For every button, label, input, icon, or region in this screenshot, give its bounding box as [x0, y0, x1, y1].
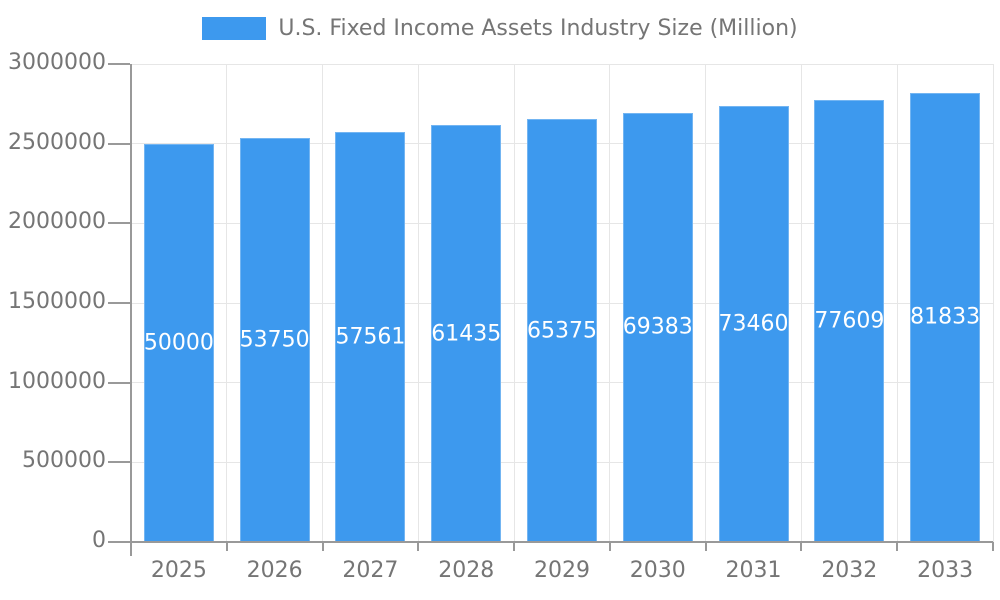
x-gridline: [992, 64, 994, 542]
x-tick-mark: [513, 542, 516, 551]
x-tick-mark: [608, 542, 611, 551]
y-tick-mark: [108, 142, 130, 145]
bar-value-label: 2776090: [814, 308, 885, 334]
bar-2027[interactable]: 2575610: [335, 131, 406, 542]
y-axis-label: 2500000: [8, 129, 106, 155]
y-tick-mark: [108, 63, 130, 65]
x-gridline: [513, 64, 515, 542]
bar-2032[interactable]: 2776090: [814, 99, 885, 542]
x-axis-label: 2028: [438, 558, 495, 583]
x-axis-label: 2026: [246, 558, 303, 583]
x-axis-label: 2025: [150, 558, 207, 583]
x-tick-mark: [417, 542, 420, 551]
y-axis-label: 0: [92, 528, 106, 553]
x-gridline: [800, 64, 802, 542]
bar-value-label: 2575610: [335, 324, 406, 350]
bar-value-label: 2734600: [718, 311, 789, 337]
legend-swatch: [202, 17, 267, 40]
y-gridline: [131, 63, 993, 65]
x-gridline: [705, 64, 707, 542]
y-tick-mark: [108, 461, 130, 464]
x-gridline: [609, 64, 611, 542]
y-axis-label: 2000000: [8, 209, 106, 235]
x-axis-label: 2030: [629, 558, 686, 583]
x-tick-mark: [800, 542, 803, 551]
bar-2026[interactable]: 2537500: [239, 137, 310, 542]
y-axis-line: [129, 64, 132, 556]
y-tick-mark: [108, 381, 130, 384]
y-axis-label: 500000: [22, 448, 106, 474]
y-tick-mark: [108, 302, 130, 304]
x-axis-label: 2029: [533, 558, 590, 583]
y-axis-label: 3000000: [8, 50, 106, 75]
x-tick-mark: [225, 542, 228, 551]
bar-value-label: 2537500: [239, 327, 310, 353]
y-axis-label: 1000000: [8, 368, 106, 394]
x-tick-mark: [321, 542, 324, 551]
x-axis-label: 2027: [342, 558, 399, 583]
chart-legend[interactable]: U.S. Fixed Income Assets Industry Size (…: [0, 16, 1000, 41]
bar-value-label: 2818330: [910, 304, 981, 330]
bar-2025[interactable]: 2500000: [143, 143, 214, 542]
x-gridline: [322, 64, 324, 542]
bar-value-label: 2693830: [622, 314, 693, 340]
bar-2033[interactable]: 2818330: [910, 92, 981, 542]
y-tick-mark: [108, 541, 130, 543]
x-tick-mark: [704, 542, 707, 551]
x-gridline: [226, 64, 228, 542]
bar-2029[interactable]: 2653750: [527, 119, 597, 542]
x-axis-label: 2031: [725, 558, 782, 583]
chart-title: U.S. Fixed Income Assets Industry Size (…: [278, 16, 798, 41]
y-axis-label: 1500000: [8, 289, 106, 314]
x-tick-mark: [896, 542, 899, 551]
bar-value-label: 2614350: [431, 321, 502, 347]
x-gridline: [417, 64, 419, 542]
x-tick-mark: [992, 542, 994, 551]
bar-value-label: 2500000: [143, 330, 214, 356]
x-axis-label: 2032: [821, 558, 878, 583]
bar-2028[interactable]: 2614350: [431, 125, 502, 542]
bar-2030[interactable]: 2693830: [622, 112, 693, 542]
bar-value-label: 2653750: [527, 318, 597, 344]
x-axis-label: 2033: [917, 558, 974, 583]
x-gridline: [896, 64, 898, 542]
y-tick-mark: [108, 222, 130, 225]
bar-2031[interactable]: 2734600: [718, 106, 789, 542]
x-axis-line: [130, 541, 993, 543]
